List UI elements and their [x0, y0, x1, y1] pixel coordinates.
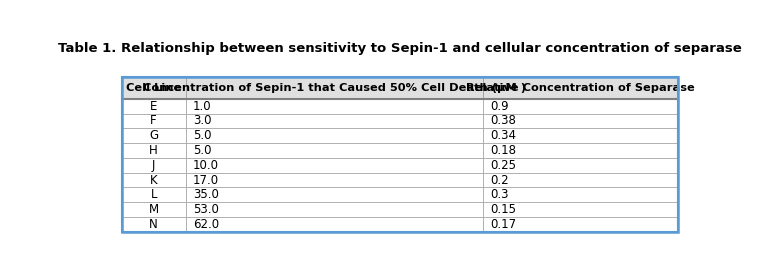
Bar: [483, 217, 678, 232]
Text: Concentration of Sepin-1 that Caused 50% Cell Death (μM ): Concentration of Sepin-1 that Caused 50%…: [143, 83, 526, 93]
Text: 0.34: 0.34: [491, 129, 516, 142]
Text: 3.0: 3.0: [193, 114, 211, 127]
Bar: [122, 77, 678, 232]
Bar: [186, 128, 483, 143]
Bar: [483, 173, 678, 187]
Bar: [122, 158, 186, 173]
Bar: [483, 158, 678, 173]
Text: L: L: [151, 188, 157, 201]
Text: E: E: [150, 100, 158, 113]
Text: 0.15: 0.15: [491, 203, 516, 216]
Bar: [122, 99, 186, 114]
Text: M: M: [149, 203, 158, 216]
Text: Cell Line: Cell Line: [126, 83, 181, 93]
Bar: [483, 77, 678, 99]
Bar: [483, 202, 678, 217]
Text: H: H: [149, 144, 158, 157]
Text: 62.0: 62.0: [193, 218, 219, 231]
Text: 1.0: 1.0: [193, 100, 211, 113]
Text: J: J: [152, 159, 155, 172]
Text: 5.0: 5.0: [193, 129, 211, 142]
Bar: [186, 173, 483, 187]
Text: Table 1. Relationship between sensitivity to Sepin-1 and cellular concentration : Table 1. Relationship between sensitivit…: [58, 42, 742, 55]
Bar: [483, 187, 678, 202]
Text: G: G: [149, 129, 158, 142]
Bar: [186, 217, 483, 232]
Text: 17.0: 17.0: [193, 174, 219, 187]
Text: 0.3: 0.3: [491, 188, 509, 201]
Bar: [186, 202, 483, 217]
Bar: [122, 187, 186, 202]
Text: 0.9: 0.9: [491, 100, 509, 113]
Text: 0.17: 0.17: [491, 218, 516, 231]
Text: 53.0: 53.0: [193, 203, 218, 216]
Bar: [483, 128, 678, 143]
Text: F: F: [151, 114, 157, 127]
Text: 0.25: 0.25: [491, 159, 516, 172]
Bar: [122, 143, 186, 158]
Bar: [122, 77, 186, 99]
Text: 0.18: 0.18: [491, 144, 516, 157]
Bar: [186, 187, 483, 202]
Bar: [122, 173, 186, 187]
Text: 0.38: 0.38: [491, 114, 516, 127]
Bar: [186, 77, 483, 99]
Bar: [186, 99, 483, 114]
Bar: [122, 77, 678, 232]
Text: 5.0: 5.0: [193, 144, 211, 157]
Bar: [122, 202, 186, 217]
Bar: [122, 217, 186, 232]
Bar: [186, 114, 483, 128]
Bar: [483, 143, 678, 158]
Bar: [483, 114, 678, 128]
Bar: [186, 158, 483, 173]
Text: Relative Concentration of Separase: Relative Concentration of Separase: [466, 83, 695, 93]
Text: 10.0: 10.0: [193, 159, 219, 172]
Text: 0.2: 0.2: [491, 174, 509, 187]
Text: 35.0: 35.0: [193, 188, 218, 201]
Text: K: K: [150, 174, 158, 187]
Bar: [186, 143, 483, 158]
Text: N: N: [149, 218, 158, 231]
Bar: [122, 114, 186, 128]
Bar: [122, 128, 186, 143]
Bar: [483, 99, 678, 114]
